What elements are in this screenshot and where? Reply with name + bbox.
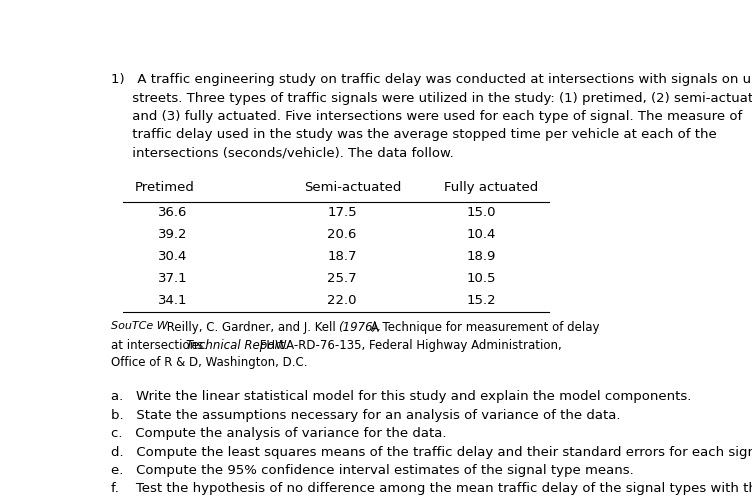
Text: 30.4: 30.4 (158, 250, 187, 263)
Text: c.   Compute the analysis of variance for the data.: c. Compute the analysis of variance for … (111, 427, 447, 440)
Text: e.   Compute the 95% confidence interval estimates of the signal type means.: e. Compute the 95% confidence interval e… (111, 464, 634, 477)
Text: 20.6: 20.6 (327, 228, 356, 241)
Text: SouTCe W.: SouTCe W. (111, 321, 171, 331)
Text: 15.0: 15.0 (467, 206, 496, 219)
Text: A Technique for measurement of delay: A Technique for measurement of delay (367, 321, 599, 334)
Text: 10.5: 10.5 (467, 272, 496, 285)
Text: 22.0: 22.0 (327, 294, 356, 307)
Text: 25.7: 25.7 (327, 272, 356, 285)
Text: f.    Test the hypothesis of no difference among the mean traffic delay of the s: f. Test the hypothesis of no difference … (111, 483, 752, 496)
Text: Technical Report.: Technical Report. (186, 339, 288, 352)
Text: Reilly, C. Gardner, and J. Kell: Reilly, C. Gardner, and J. Kell (162, 321, 339, 334)
Text: 39.2: 39.2 (158, 228, 187, 241)
Text: streets. Three types of traffic signals were utilized in the study: (1) pretimed: streets. Three types of traffic signals … (111, 92, 752, 105)
Text: 17.5: 17.5 (327, 206, 356, 219)
Text: Pretimed: Pretimed (135, 181, 195, 194)
Text: 37.1: 37.1 (158, 272, 188, 285)
Text: Fully actuated: Fully actuated (444, 181, 538, 194)
Text: and (3) fully actuated. Five intersections were used for each type of signal. Th: and (3) fully actuated. Five intersectio… (111, 110, 743, 123)
Text: FHWA-RD-76-135, Federal Highway Administration,: FHWA-RD-76-135, Federal Highway Administ… (256, 339, 562, 352)
Text: intersections (seconds/vehicle). The data follow.: intersections (seconds/vehicle). The dat… (111, 147, 454, 160)
Text: 1)   A traffic engineering study on traffic delay was conducted at intersections: 1) A traffic engineering study on traffi… (111, 73, 752, 86)
Text: 10.4: 10.4 (467, 228, 496, 241)
Text: d.   Compute the least squares means of the traffic delay and their standard err: d. Compute the least squares means of th… (111, 446, 752, 459)
Text: 15.2: 15.2 (467, 294, 496, 307)
Text: b.   State the assumptions necessary for an analysis of variance of the data.: b. State the assumptions necessary for a… (111, 409, 621, 422)
Text: Semi-actuated: Semi-actuated (304, 181, 401, 194)
Text: traffic delay used in the study was the average stopped time per vehicle at each: traffic delay used in the study was the … (111, 128, 717, 141)
Text: 34.1: 34.1 (158, 294, 187, 307)
Text: a.   Write the linear statistical model for this study and explain the model com: a. Write the linear statistical model fo… (111, 390, 692, 403)
Text: 36.6: 36.6 (158, 206, 187, 219)
Text: 18.7: 18.7 (327, 250, 356, 263)
Text: at intersections.: at intersections. (111, 339, 211, 352)
Text: Office of R & D, Washington, D.C.: Office of R & D, Washington, D.C. (111, 356, 308, 369)
Text: (1976),: (1976), (338, 321, 381, 334)
Text: 18.9: 18.9 (467, 250, 496, 263)
